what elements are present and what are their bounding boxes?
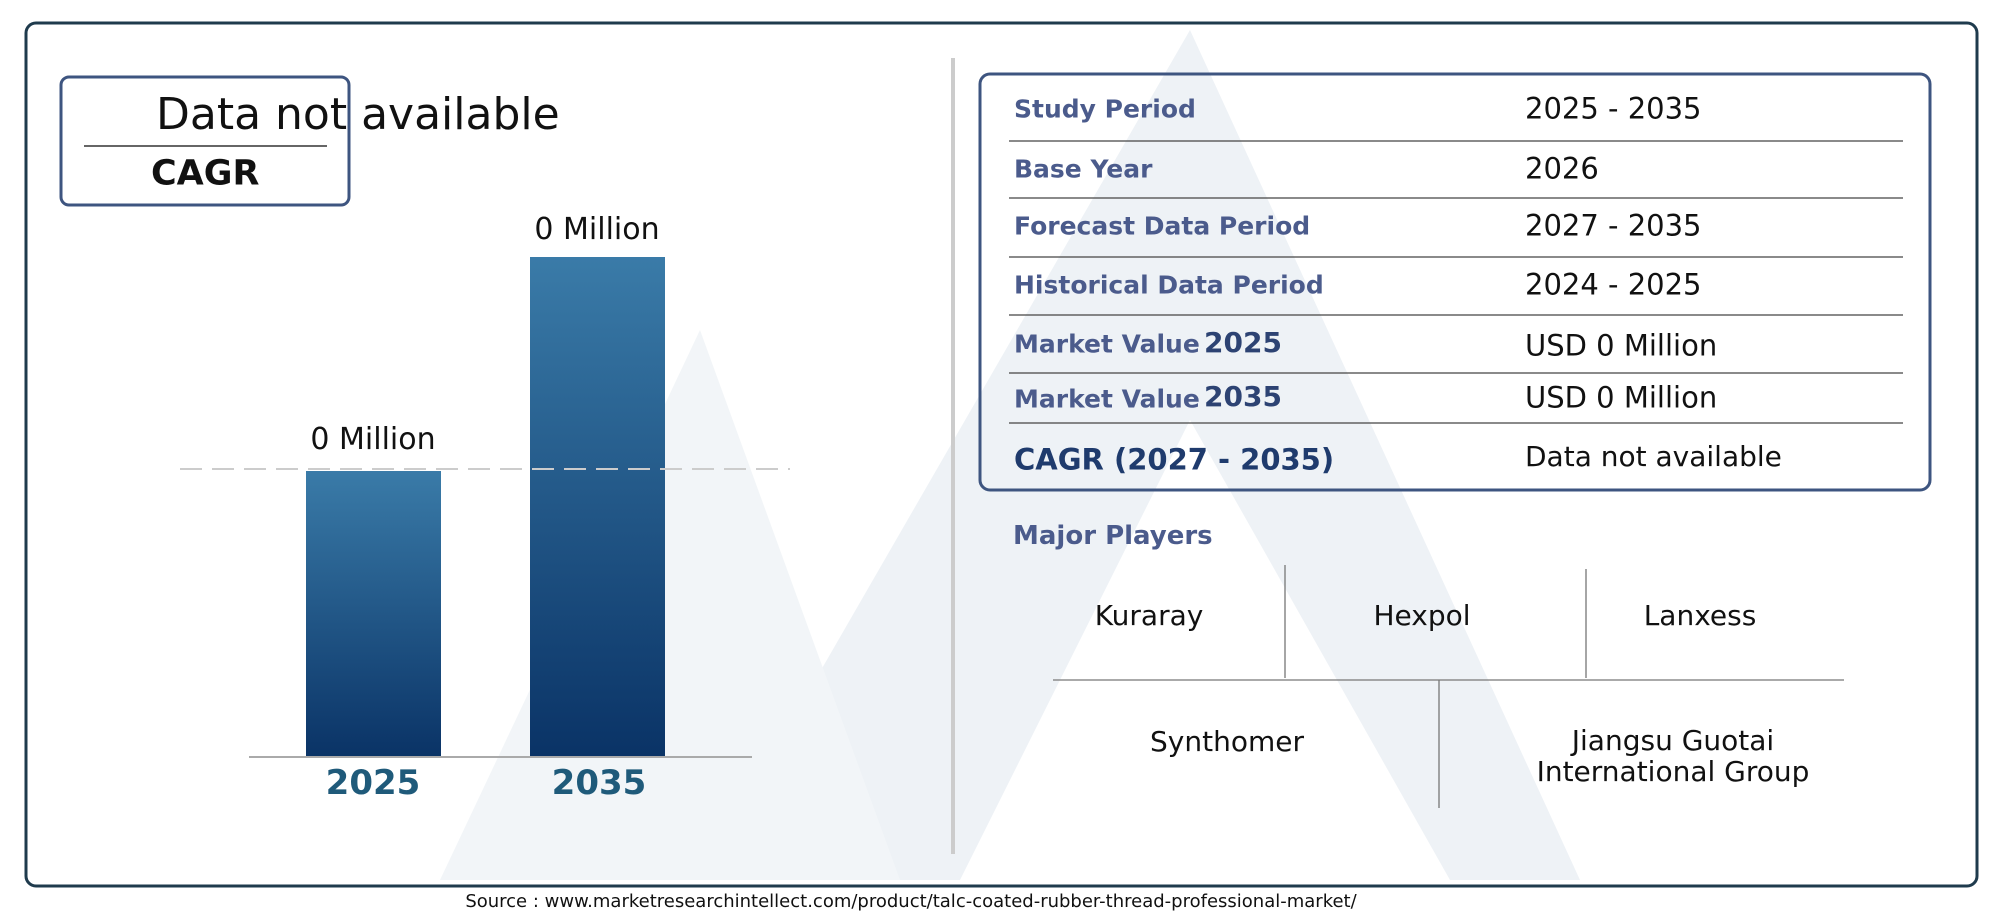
row-value: 2027 - 2035 [1525, 208, 1702, 243]
cagr-box [59, 75, 351, 207]
bar [306, 471, 441, 757]
bar-label: 0 Million [534, 212, 660, 247]
row-year: 2035 [1204, 380, 1282, 413]
row-label: Forecast Data Period [1014, 211, 1311, 241]
row-value: USD 0 Million [1525, 328, 1718, 363]
player-grid [1053, 565, 1844, 808]
row-label: CAGR (2027 - 2035) [1014, 442, 1335, 477]
table-box [978, 72, 1932, 492]
row-value: 2026 [1525, 151, 1599, 186]
row-separators [1009, 140, 1903, 424]
row-label: Base Year [1014, 154, 1153, 184]
cagr-value: Data not available [156, 89, 560, 140]
cagr-label: CAGR [151, 153, 260, 194]
row-label: Historical Data Period [1014, 270, 1324, 300]
bar-label: 0 Million [310, 422, 436, 457]
player: Hexpol [1373, 599, 1471, 632]
player: Lanxess [1643, 599, 1757, 632]
source: Source : www.marketresearchintellect.com… [465, 891, 1357, 912]
watermark [440, 330, 900, 880]
row-value: 2024 - 2025 [1525, 267, 1702, 302]
row-label: Market Value [1014, 384, 1200, 414]
row-year: 2025 [1204, 326, 1282, 359]
player: Synthomer [1150, 725, 1304, 758]
row-label: Study Period [1014, 94, 1196, 124]
bar-year: 2025 [325, 763, 421, 803]
row-label: Market Value [1014, 329, 1200, 359]
row-value: 2025 - 2035 [1525, 91, 1702, 126]
player: Jiangsu Guotai International Group [1536, 724, 1810, 788]
row-value: USD 0 Million [1525, 380, 1718, 415]
players-title: Major Players [1013, 521, 1213, 551]
watermark [700, 30, 1580, 880]
player: Kuraray [1094, 599, 1204, 632]
bar-year: 2035 [551, 763, 647, 803]
bar [530, 257, 665, 757]
row-value: Data not available [1525, 440, 1782, 473]
outer-border [24, 21, 1979, 888]
